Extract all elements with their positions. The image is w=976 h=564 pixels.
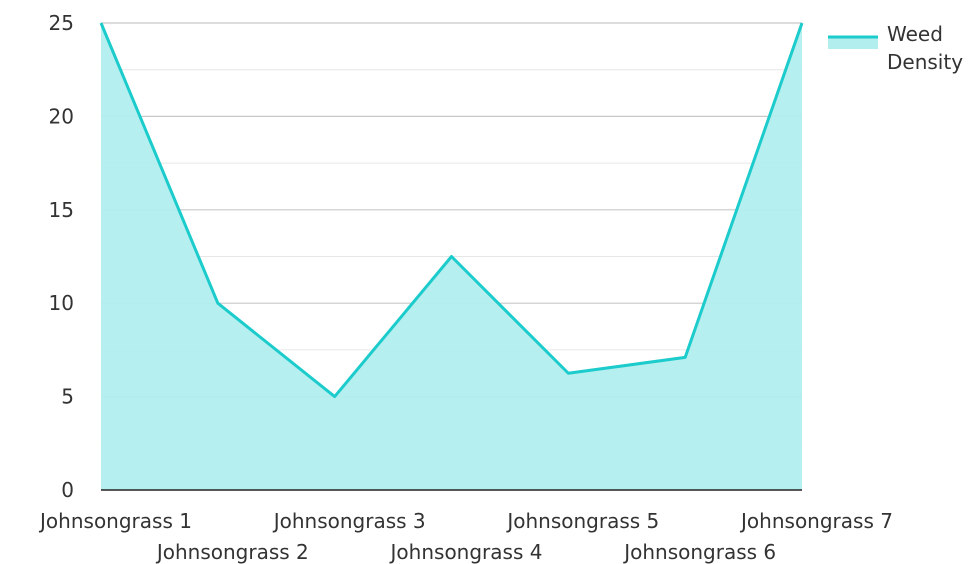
y-tick-label-15: 15 [49, 198, 74, 222]
legend-swatch-fill [828, 37, 878, 49]
data-point-4[interactable] [448, 253, 456, 261]
data-point-1[interactable] [97, 19, 105, 27]
y-tick-label-0: 0 [61, 478, 74, 502]
x-tick-labels: Johnsongrass 1 Johnsongrass 2 Johnsongrass… [38, 509, 893, 564]
y-tick-label-25: 25 [49, 11, 74, 35]
series-line [99, 22, 804, 399]
x-tick-label-1: Johnsongrass 1 [38, 509, 192, 533]
data-point-2[interactable] [214, 299, 222, 307]
y-tick-labels: 0 5 10 15 20 25 [49, 11, 74, 502]
x-tick-label-3: Johnsongrass 3 [272, 509, 426, 533]
legend-label-line-2: Density [887, 50, 963, 74]
y-tick-label-5: 5 [61, 385, 74, 409]
data-point-7[interactable] [798, 19, 806, 27]
x-tick-label-2: Johnsongrass 2 [155, 540, 309, 564]
data-point-6[interactable] [681, 353, 689, 361]
series-area [97, 19, 806, 490]
x-tick-label-5: Johnsongrass 5 [505, 509, 659, 533]
x-tick-label-7: Johnsongrass 7 [739, 509, 893, 533]
legend-label-weed-density: Weed Density [887, 22, 963, 74]
y-tick-label-10: 10 [49, 291, 74, 315]
y-tick-label-20: 20 [49, 104, 74, 128]
legend[interactable]: Weed Density [828, 22, 963, 74]
x-tick-label-6: Johnsongrass 6 [622, 540, 776, 564]
x-tick-label-4: Johnsongrass 4 [389, 540, 543, 564]
data-point-3[interactable] [331, 393, 339, 401]
legend-label-line-1: Weed [887, 22, 943, 46]
data-point-5[interactable] [564, 369, 572, 377]
